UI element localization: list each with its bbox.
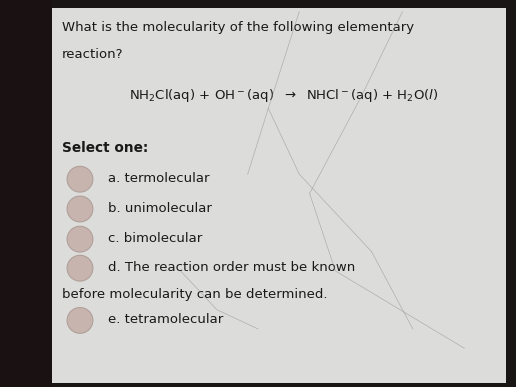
Text: b. unimolecular: b. unimolecular — [108, 202, 212, 215]
Text: Select one:: Select one: — [62, 141, 148, 155]
Ellipse shape — [67, 196, 93, 222]
Text: e. tetramolecular: e. tetramolecular — [108, 313, 223, 327]
Text: c. bimolecular: c. bimolecular — [108, 232, 203, 245]
Text: a. termolecular: a. termolecular — [108, 172, 210, 185]
Ellipse shape — [67, 255, 93, 281]
Bar — [0, 0, 52, 387]
Ellipse shape — [67, 308, 93, 333]
Text: What is the molecularity of the following elementary: What is the molecularity of the followin… — [62, 21, 414, 34]
Text: reaction?: reaction? — [62, 48, 123, 62]
FancyBboxPatch shape — [52, 8, 506, 383]
Ellipse shape — [67, 166, 93, 192]
Text: NH$_2$Cl(aq) + OH$^-$(aq)  $\rightarrow$  NHCl$^-$(aq) + H$_2$O($l$): NH$_2$Cl(aq) + OH$^-$(aq) $\rightarrow$ … — [129, 87, 439, 104]
Text: before molecularity can be determined.: before molecularity can be determined. — [62, 288, 328, 301]
Text: d. The reaction order must be known: d. The reaction order must be known — [108, 261, 356, 274]
Ellipse shape — [67, 226, 93, 252]
